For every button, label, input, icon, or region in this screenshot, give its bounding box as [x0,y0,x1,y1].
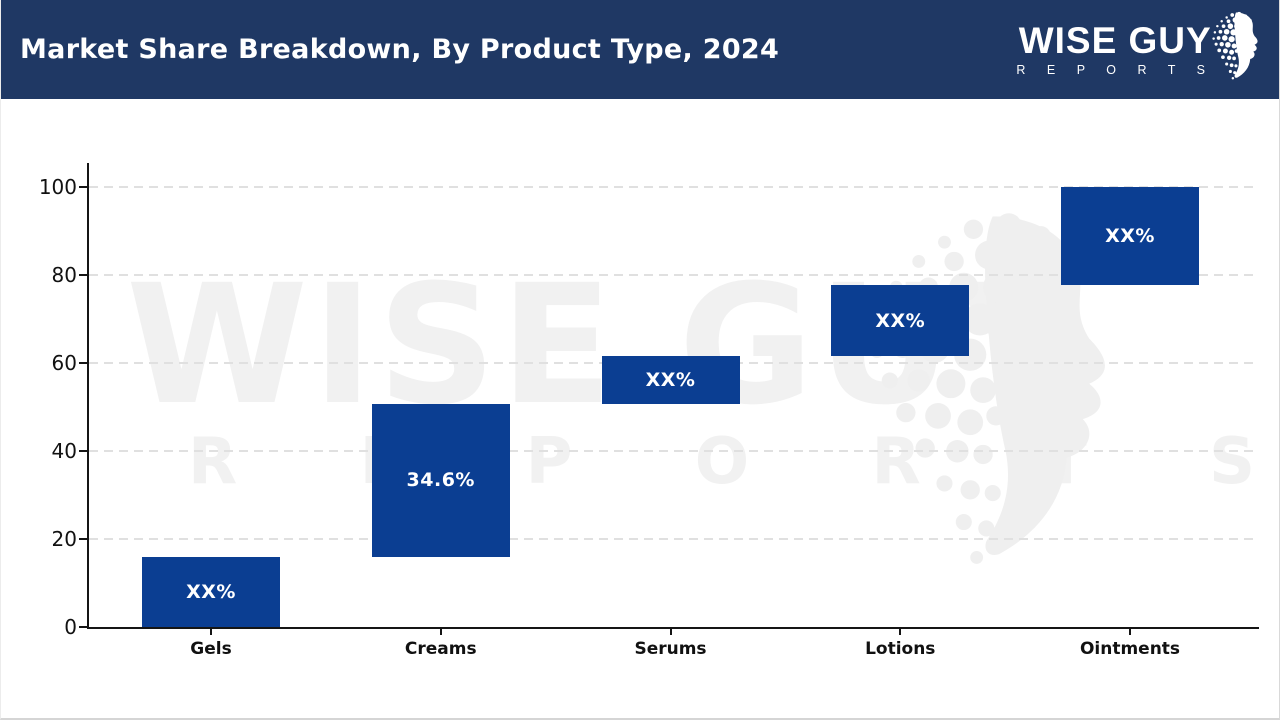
y-axis-tick [79,186,87,188]
gridline-20 [89,538,1257,540]
logo-subtitle: R E P O R T S [1016,63,1214,77]
bar-ointments: XX% [1061,187,1199,286]
bar-value-label: 34.6% [406,469,475,492]
bar-serums: XX% [601,356,740,405]
bar-creams: 34.6% [371,404,510,557]
y-axis-tick [79,538,87,540]
page-title: Market Share Breakdown, By Product Type,… [20,34,780,65]
y-axis-tick-label: 20 [51,527,77,551]
wiseguy-face-icon [1212,11,1258,80]
header-bar: Market Share Breakdown, By Product Type,… [0,0,1280,99]
x-axis-tick [210,629,212,635]
bar-value-label: XX% [875,309,926,332]
x-axis-category-label: Serums [634,639,707,659]
y-axis-tick-label: 80 [51,263,77,287]
x-axis-tick [439,629,442,635]
brand-logo-text: WISE GUY R E P O R T S [1016,22,1214,77]
y-axis-tick-label: 0 [64,615,77,639]
y-axis-tick-label: 40 [51,439,77,463]
bar-gels: XX% [142,556,280,627]
bar-value-label: XX% [186,580,236,603]
x-axis-category-label: Lotions [865,639,936,659]
bar-value-label: XX% [645,369,696,392]
y-axis-tick [79,274,87,276]
y-axis-tick [79,626,87,628]
gridline-40 [89,450,1257,452]
y-axis-tick-label: 60 [51,351,77,375]
y-axis-tick [79,450,87,452]
x-axis-tick [669,629,672,635]
gridline-100 [89,186,1257,188]
logo-wordmark: WISE GUY [1018,20,1212,61]
x-axis-category-label: Creams [404,639,477,659]
x-axis-category-label: Ointments [1079,639,1181,659]
brand-logo: WISE GUY R E P O R T S [1016,11,1262,86]
y-axis-tick-label: 100 [38,175,77,199]
x-axis-tick [1129,629,1131,635]
x-axis-tick [899,629,902,635]
x-axis-line [87,627,1259,629]
bar-value-label: XX% [1105,225,1155,248]
x-axis-category-label: Gels [190,639,232,659]
gridline-80 [89,274,1257,276]
y-axis-tick [79,362,87,364]
bar-lotions: XX% [831,285,970,357]
y-axis-line [87,163,89,629]
